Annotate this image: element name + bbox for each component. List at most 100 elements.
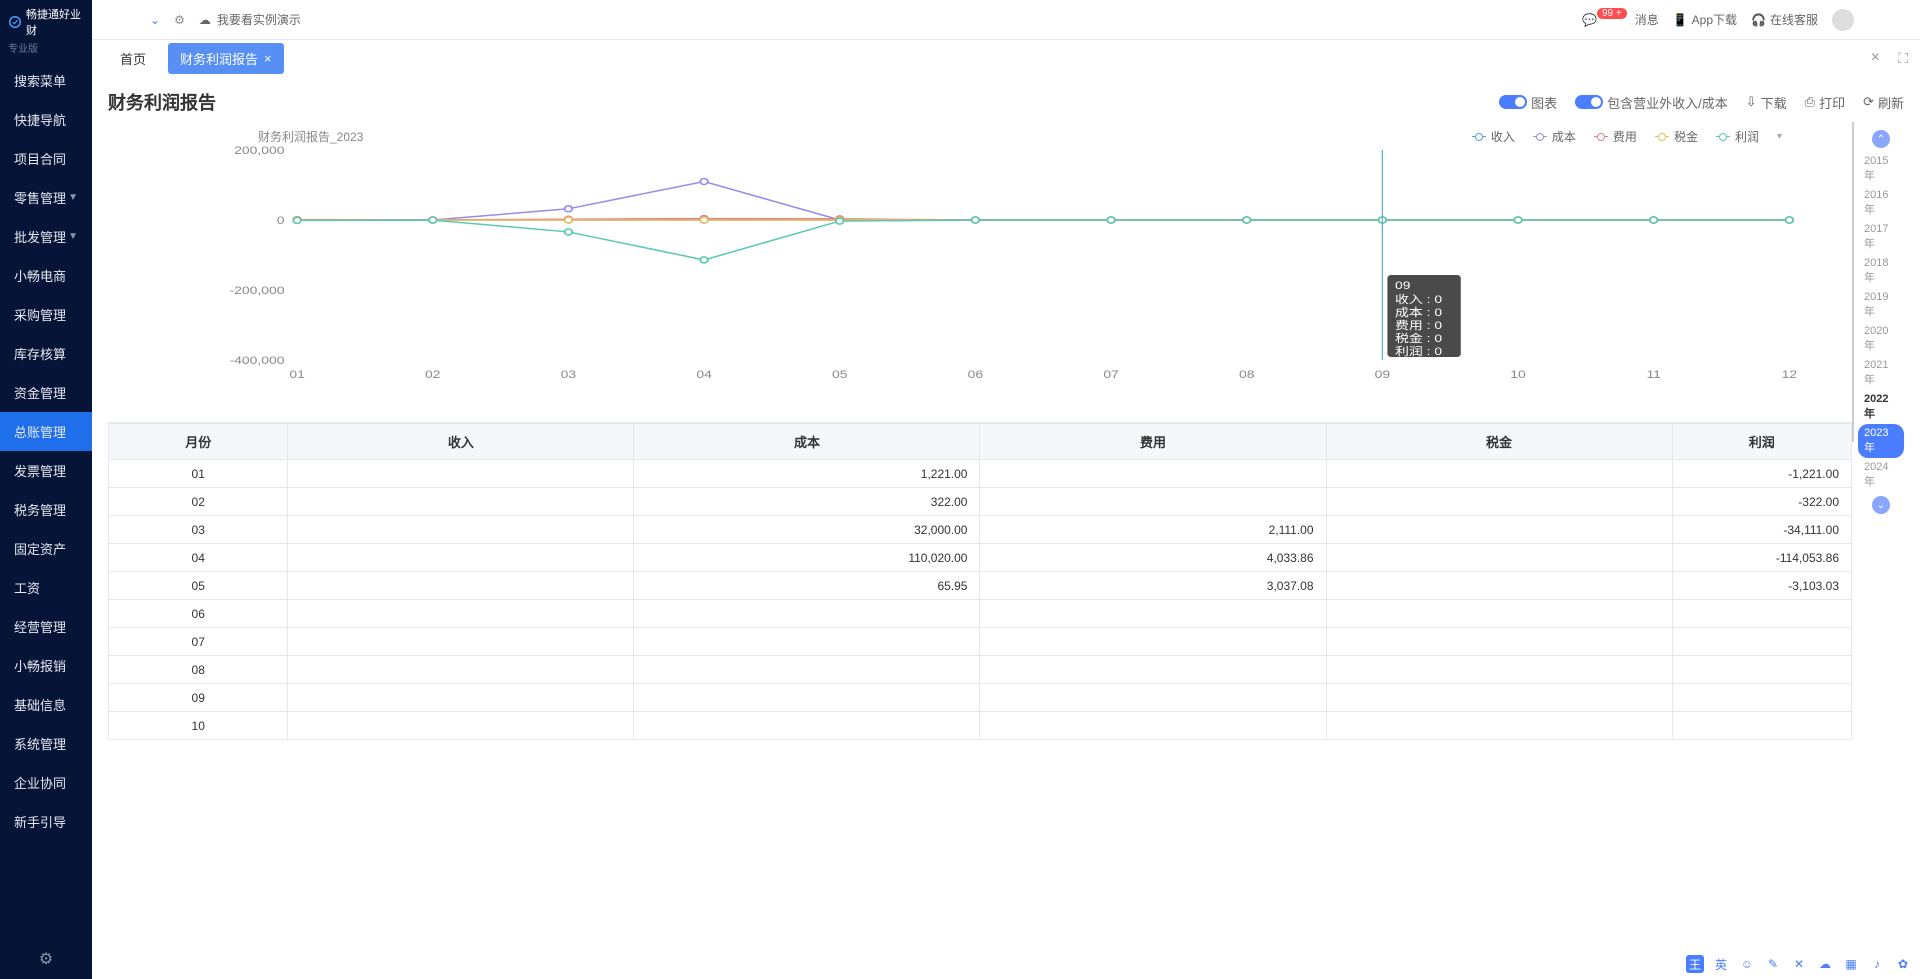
sidebar-item[interactable]: 基础信息 — [0, 685, 92, 724]
ime-button[interactable]: 王 — [1686, 955, 1704, 973]
table-cell — [1326, 684, 1672, 712]
year-item[interactable]: 2020年 — [1858, 322, 1904, 356]
fullscreen-icon[interactable]: ⛶ — [1898, 50, 1908, 67]
app-download-button[interactable]: 📱 App下载 — [1673, 11, 1737, 28]
year-item[interactable]: 2024年 — [1858, 458, 1904, 492]
year-item[interactable]: 2015年 — [1858, 152, 1904, 186]
sidebar-item[interactable]: 零售管理▼ — [0, 178, 92, 217]
phone-icon: 📱 — [1673, 13, 1688, 27]
sidebar-item[interactable]: 固定资产 — [0, 529, 92, 568]
table-cell — [288, 572, 634, 600]
sidebar-item[interactable]: 总账管理 — [0, 412, 92, 451]
switch-chart[interactable] — [1499, 95, 1527, 109]
settings-icon[interactable]: ⚙ — [0, 949, 92, 969]
legend-item[interactable]: 收入 — [1472, 128, 1515, 145]
gear-icon[interactable]: ⚙ — [174, 13, 185, 27]
ime-button[interactable]: ✎ — [1764, 955, 1782, 973]
ime-button[interactable]: ▦ — [1842, 955, 1860, 973]
sidebar-item-label: 固定资产 — [14, 539, 66, 558]
toggle-include-nonop[interactable]: 包含营业外收入/成本 — [1575, 93, 1728, 112]
sidebar-item[interactable]: 新手引导 — [0, 802, 92, 841]
close-all-icon[interactable]: × — [1871, 49, 1880, 67]
page-title: 财务利润报告 — [108, 89, 216, 115]
chart: 财务利润报告_2023 收入成本费用税金利润▾ 200,0000-200,000… — [108, 122, 1852, 422]
online-service-button[interactable]: 🎧 在线客服 — [1751, 11, 1818, 28]
logo-icon — [8, 14, 22, 30]
ime-bar: 王英 ☺ ✎ ✕ ☁ ▦ ♪ ✿ — [1686, 955, 1912, 973]
table-cell: -114,053.86 — [1672, 544, 1851, 572]
svg-text:04: 04 — [696, 368, 711, 380]
sidebar-item[interactable]: 经营管理 — [0, 607, 92, 646]
table-cell: 322.00 — [634, 488, 980, 516]
table-row: 0332,000.002,111.00-34,111.00 — [109, 516, 1852, 544]
print-button[interactable]: ⎙ 打印 — [1805, 93, 1845, 112]
table-cell: 05 — [109, 572, 288, 600]
legend-item[interactable]: 税金 — [1655, 128, 1698, 145]
sidebar-item-label: 小畅报销 — [14, 656, 66, 675]
sidebar-item[interactable]: 系统管理 — [0, 724, 92, 763]
demo-link[interactable]: ☁ 我要看实例演示 — [199, 11, 301, 28]
year-item[interactable]: 2022年 — [1858, 390, 1904, 424]
table-cell — [1326, 656, 1672, 684]
avatar[interactable] — [1832, 9, 1854, 31]
year-item[interactable]: 2016年 — [1858, 186, 1904, 220]
chevron-down-icon: ⌄ — [150, 13, 160, 27]
svg-text:09: 09 — [1395, 279, 1410, 291]
refresh-button[interactable]: ⟳ 刷新 — [1863, 93, 1904, 112]
sidebar-item[interactable]: 搜索菜单 — [0, 61, 92, 100]
ime-button[interactable]: ☺ — [1738, 955, 1756, 973]
svg-text:-400,000: -400,000 — [230, 354, 285, 366]
table-cell: 02 — [109, 488, 288, 516]
svg-text:08: 08 — [1239, 368, 1254, 380]
messages-button[interactable]: 💬 99 + 消息 — [1582, 11, 1659, 28]
legend-item[interactable]: 利润 — [1716, 128, 1759, 145]
year-item[interactable]: 2023年 — [1858, 424, 1904, 458]
sidebar-item[interactable]: 快捷导航 — [0, 100, 92, 139]
table-row: 10 — [109, 712, 1852, 740]
year-item[interactable]: 2019年 — [1858, 288, 1904, 322]
sidebar-item[interactable]: 税务管理 — [0, 490, 92, 529]
legend-item[interactable]: 费用 — [1594, 128, 1637, 145]
print-icon: ⎙ — [1805, 94, 1815, 110]
sidebar-item[interactable]: 采购管理 — [0, 295, 92, 334]
ime-button[interactable]: ♪ — [1868, 955, 1886, 973]
year-item[interactable]: 2017年 — [1858, 220, 1904, 254]
table-cell — [288, 488, 634, 516]
year-scroll-up-icon[interactable]: ⌃ — [1872, 130, 1890, 148]
table-header: 税金 — [1326, 424, 1672, 460]
sidebar-item[interactable]: 小畅电商 — [0, 256, 92, 295]
page-header: 财务利润报告 图表 包含营业外收入/成本 ⇩ 下载 ⎙ — [108, 82, 1904, 122]
sidebar-item[interactable]: 项目合同 — [0, 139, 92, 178]
sidebar-item[interactable]: 发票管理 — [0, 451, 92, 490]
ime-button[interactable]: ☁ — [1816, 955, 1834, 973]
sidebar-item[interactable]: 企业协同 — [0, 763, 92, 802]
year-item[interactable]: 2021年 — [1858, 356, 1904, 390]
download-button[interactable]: ⇩ 下载 — [1746, 93, 1787, 112]
table-row: 0565.953,037.08-3,103.03 — [109, 572, 1852, 600]
refresh-label: 刷新 — [1878, 93, 1904, 112]
sidebar-item[interactable]: 库存核算 — [0, 334, 92, 373]
sidebar-item[interactable]: 工资 — [0, 568, 92, 607]
legend-label: 税金 — [1674, 128, 1698, 145]
ime-button[interactable]: ✿ — [1894, 955, 1912, 973]
chevron-down-icon: ▼ — [68, 192, 78, 203]
sidebar-item[interactable]: 资金管理 — [0, 373, 92, 412]
sidebar-item[interactable]: 批发管理▼ — [0, 217, 92, 256]
table-cell: -3,103.03 — [1672, 572, 1851, 600]
close-icon[interactable]: × — [264, 51, 272, 66]
sidebar-item[interactable]: 小畅报销 — [0, 646, 92, 685]
svg-text:成本 : 0: 成本 : 0 — [1395, 306, 1442, 318]
table-cell — [288, 656, 634, 684]
ime-button[interactable]: ✕ — [1790, 955, 1808, 973]
org-selector[interactable]: ⌄ — [108, 11, 160, 28]
switch-include[interactable] — [1575, 95, 1603, 109]
tab-home[interactable]: 首页 — [108, 43, 158, 74]
ime-button[interactable]: 英 — [1712, 955, 1730, 973]
toggle-chart[interactable]: 图表 — [1499, 93, 1557, 112]
year-scroll-down-icon[interactable]: ⌄ — [1872, 496, 1890, 514]
year-item[interactable]: 2018年 — [1858, 254, 1904, 288]
legend-item[interactable]: 成本 — [1533, 128, 1576, 145]
chart-title: 财务利润报告_2023 — [258, 128, 363, 145]
legend-dropdown-icon[interactable]: ▾ — [1777, 131, 1782, 142]
tab-report[interactable]: 财务利润报告 × — [168, 43, 284, 74]
